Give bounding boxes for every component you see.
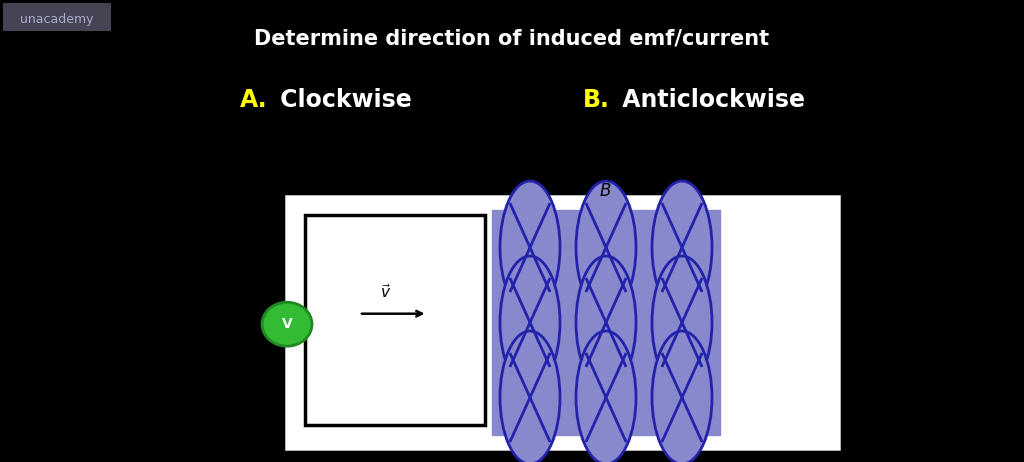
Text: $\vec{B}$: $\vec{B}$ (599, 179, 612, 201)
Text: unacademy: unacademy (20, 13, 94, 26)
Text: A.: A. (241, 88, 268, 112)
Text: V: V (282, 317, 293, 331)
Ellipse shape (652, 256, 712, 389)
Ellipse shape (262, 302, 312, 346)
Ellipse shape (500, 256, 560, 389)
Bar (285, 195, 840, 450)
Bar (492, 210, 720, 435)
Ellipse shape (652, 181, 712, 314)
Text: Clockwise: Clockwise (272, 88, 412, 112)
Bar (305, 215, 485, 425)
Text: Determine direction of induced emf/current: Determine direction of induced emf/curre… (254, 28, 770, 48)
Text: Anticlockwise: Anticlockwise (614, 88, 805, 112)
Ellipse shape (500, 331, 560, 462)
Text: B.: B. (583, 88, 610, 112)
Ellipse shape (652, 331, 712, 462)
Text: $\vec{v}$: $\vec{v}$ (380, 283, 391, 301)
Ellipse shape (575, 181, 636, 314)
Ellipse shape (500, 181, 560, 314)
Ellipse shape (575, 256, 636, 389)
Ellipse shape (575, 331, 636, 462)
Bar (3, 3, 111, 31)
